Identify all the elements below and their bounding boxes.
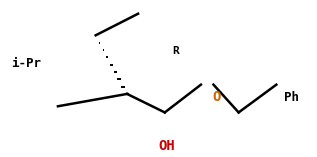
Text: R: R <box>173 46 179 56</box>
Text: OH: OH <box>158 139 175 153</box>
Text: i-Pr: i-Pr <box>11 57 41 70</box>
Text: O: O <box>212 90 220 104</box>
Text: Ph: Ph <box>284 90 299 103</box>
